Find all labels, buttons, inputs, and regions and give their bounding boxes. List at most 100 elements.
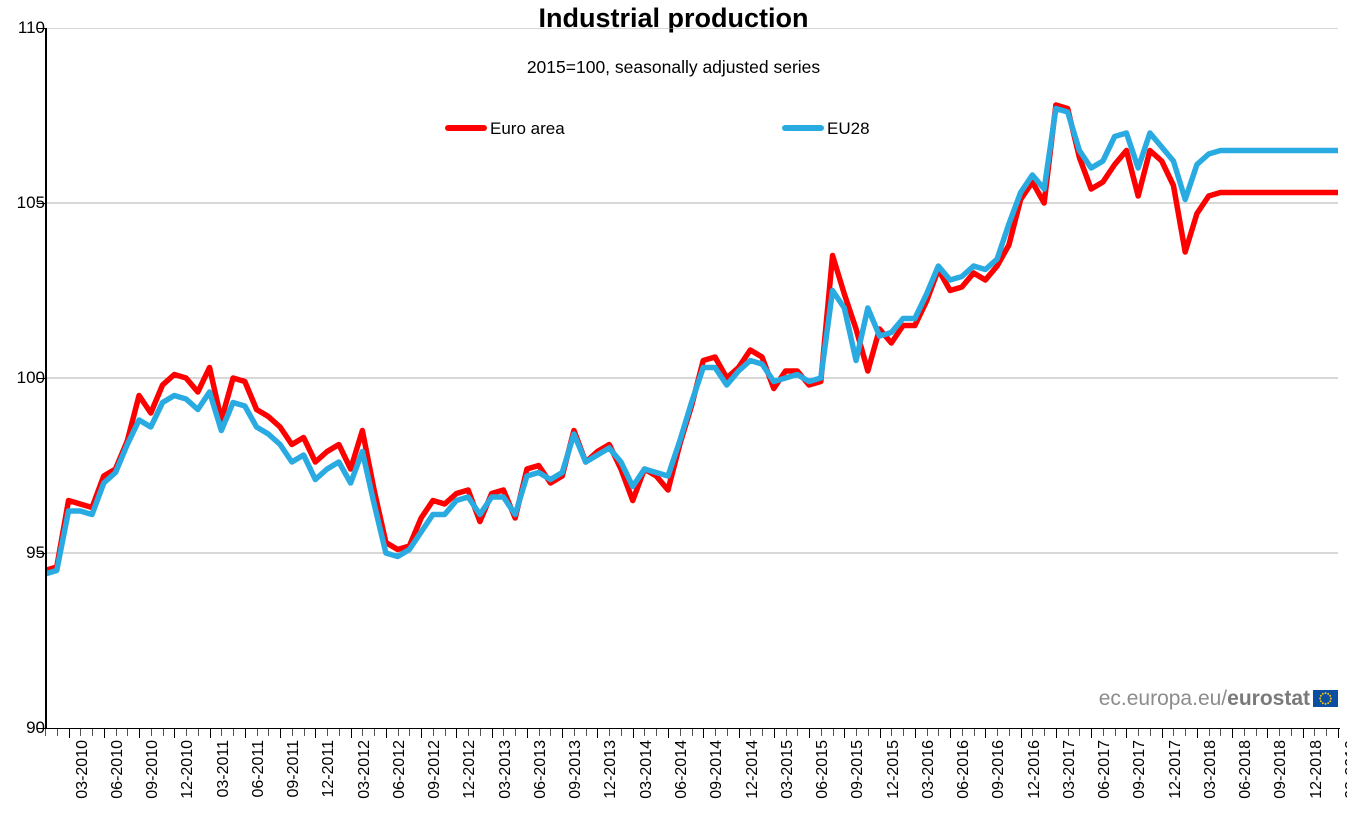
x-tick-label: 06-2015 [814, 740, 832, 799]
x-tick-mark [1114, 729, 1116, 736]
x-tick-mark [750, 729, 752, 736]
x-tick-mark [1126, 729, 1128, 738]
legend-label-eu28: EU28 [827, 118, 870, 138]
gridlines [45, 28, 1338, 554]
y-tick-mark [37, 553, 46, 554]
x-tick-label: 03-2017 [1060, 740, 1078, 799]
x-tick-mark [233, 729, 235, 736]
x-tick-mark [891, 729, 893, 736]
x-tick-label: 09-2012 [426, 740, 444, 799]
x-tick-mark [632, 729, 634, 738]
x-tick-mark [68, 729, 70, 738]
x-tick-mark [1079, 729, 1081, 736]
x-tick-label: 03-2015 [778, 740, 796, 799]
x-tick-mark [186, 729, 188, 736]
x-tick-mark [1044, 729, 1046, 736]
x-tick-mark [421, 729, 423, 738]
x-tick-mark [797, 729, 799, 736]
x-tick-mark [644, 729, 646, 736]
x-tick-label: 03-2011 [214, 740, 232, 798]
x-tick-mark [679, 729, 681, 736]
x-tick-label: 06-2017 [1096, 740, 1114, 799]
x-tick-mark [667, 729, 669, 738]
x-tick-mark [1055, 729, 1057, 738]
x-tick-label: 03-2018 [1201, 740, 1219, 799]
watermark-text: ec.europa.eu/eurostat [1099, 688, 1310, 709]
x-tick-mark [268, 729, 270, 736]
series-line-euro-area [45, 102, 1338, 574]
x-tick-mark [1338, 729, 1339, 738]
x-tick-mark [197, 729, 199, 736]
x-tick-mark [1185, 729, 1187, 736]
y-tick-mark [37, 203, 46, 204]
legend-item-eu28[interactable]: EU28 [782, 117, 870, 139]
x-tick-mark [715, 729, 716, 736]
x-tick-mark [609, 729, 611, 736]
x-tick-mark [1138, 729, 1140, 736]
x-tick-mark [1232, 729, 1234, 738]
x-tick-mark [92, 729, 94, 736]
x-tick-mark [479, 729, 481, 736]
x-tick-mark [1302, 729, 1304, 738]
x-tick-label: 03-2013 [496, 740, 514, 799]
x-tick-mark [362, 729, 364, 736]
x-tick-mark [961, 729, 963, 736]
y-axis-line [45, 28, 47, 728]
x-tick-mark [468, 729, 470, 736]
x-tick-label: 03-2012 [355, 740, 373, 799]
x-tick-label: 03-2014 [637, 740, 655, 799]
x-tick-mark [738, 729, 740, 738]
x-tick-mark [1149, 729, 1151, 736]
series-line-eu28 [45, 105, 1338, 577]
x-tick-mark [174, 729, 176, 738]
x-tick-mark [1020, 729, 1022, 738]
legend-swatch-eu28 [782, 125, 824, 131]
x-tick-mark [244, 729, 246, 738]
x-tick-mark [56, 729, 58, 736]
y-tick-mark [37, 28, 46, 29]
x-tick-label: 06-2010 [108, 740, 126, 799]
x-tick-mark [550, 729, 552, 736]
x-tick-label: 09-2018 [1272, 740, 1290, 799]
x-tick-mark [785, 729, 787, 736]
x-tick-mark [1243, 729, 1245, 736]
x-tick-label: 09-2013 [567, 740, 585, 799]
chart-legend: Euro area EU28 [445, 117, 915, 141]
x-tick-mark [150, 729, 152, 736]
x-tick-mark [597, 729, 599, 738]
x-tick-mark [45, 729, 46, 736]
x-tick-mark [820, 729, 822, 736]
x-tick-mark [573, 729, 575, 736]
x-tick-label: 12-2015 [884, 740, 902, 799]
x-tick-mark [303, 729, 305, 736]
x-tick-label: 09-2011 [285, 740, 303, 798]
x-tick-mark [914, 729, 916, 738]
x-tick-mark [762, 729, 764, 736]
x-tick-mark [1161, 729, 1163, 738]
x-tick-mark [409, 729, 411, 736]
y-tick-label: 95 [26, 543, 45, 562]
x-tick-label: 12-2010 [179, 740, 197, 799]
x-tick-mark [879, 729, 881, 738]
x-tick-mark [938, 729, 940, 736]
x-tick-mark [691, 729, 693, 736]
chart-subtitle: 2015=100, seasonally adjusted series [526, 57, 821, 77]
x-tick-label: 09-2014 [708, 740, 726, 799]
x-tick-mark [1279, 729, 1281, 736]
x-tick-mark [950, 729, 952, 738]
x-tick-label: 12-2014 [743, 740, 761, 799]
x-tick-label: 06-2018 [1237, 740, 1255, 799]
x-tick-mark [456, 729, 458, 738]
x-tick-mark [1326, 729, 1328, 736]
y-tick-label: 90 [26, 718, 45, 737]
x-tick-mark [1314, 729, 1316, 736]
x-tick-mark [1208, 729, 1210, 736]
legend-label-euro-area: Euro area [490, 118, 565, 138]
x-tick-mark [280, 729, 282, 738]
x-tick-mark [1220, 729, 1222, 736]
x-tick-label: 12-2013 [602, 740, 620, 799]
x-tick-mark [926, 729, 928, 736]
legend-item-euro-area[interactable]: Euro area [445, 117, 565, 139]
x-tick-label: 06-2013 [531, 740, 549, 799]
eu-flag-icon [1313, 689, 1338, 707]
